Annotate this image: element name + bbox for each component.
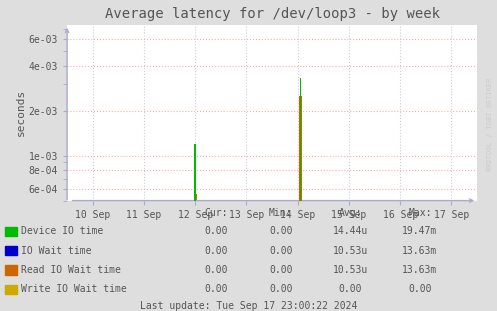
Text: Last update: Tue Sep 17 23:00:22 2024: Last update: Tue Sep 17 23:00:22 2024: [140, 301, 357, 311]
Title: Average latency for /dev/loop3 - by week: Average latency for /dev/loop3 - by week: [104, 7, 440, 21]
Text: Cur:: Cur:: [204, 208, 228, 218]
Text: 0.00: 0.00: [204, 284, 228, 294]
Text: IO Wait time: IO Wait time: [21, 246, 91, 256]
Text: 13.63m: 13.63m: [403, 265, 437, 275]
Text: 0.00: 0.00: [204, 265, 228, 275]
Text: 19.47m: 19.47m: [403, 226, 437, 236]
Text: Avg:: Avg:: [338, 208, 362, 218]
Text: 14.44u: 14.44u: [333, 226, 368, 236]
Text: Max:: Max:: [408, 208, 432, 218]
Text: RRDTOOL / TOBI OETIKER: RRDTOOL / TOBI OETIKER: [487, 78, 493, 171]
Text: 0.00: 0.00: [408, 284, 432, 294]
Text: Read IO Wait time: Read IO Wait time: [21, 265, 121, 275]
Text: 0.00: 0.00: [269, 284, 293, 294]
Text: 0.00: 0.00: [204, 246, 228, 256]
Text: 0.00: 0.00: [269, 226, 293, 236]
Text: 0.00: 0.00: [204, 226, 228, 236]
Text: 0.00: 0.00: [338, 284, 362, 294]
Text: 10.53u: 10.53u: [333, 246, 368, 256]
Text: Min:: Min:: [269, 208, 293, 218]
Text: Device IO time: Device IO time: [21, 226, 103, 236]
Text: 10.53u: 10.53u: [333, 265, 368, 275]
Y-axis label: seconds: seconds: [16, 89, 26, 136]
Text: 0.00: 0.00: [269, 246, 293, 256]
Text: Write IO Wait time: Write IO Wait time: [21, 284, 127, 294]
Text: 0.00: 0.00: [269, 265, 293, 275]
Text: 13.63m: 13.63m: [403, 246, 437, 256]
